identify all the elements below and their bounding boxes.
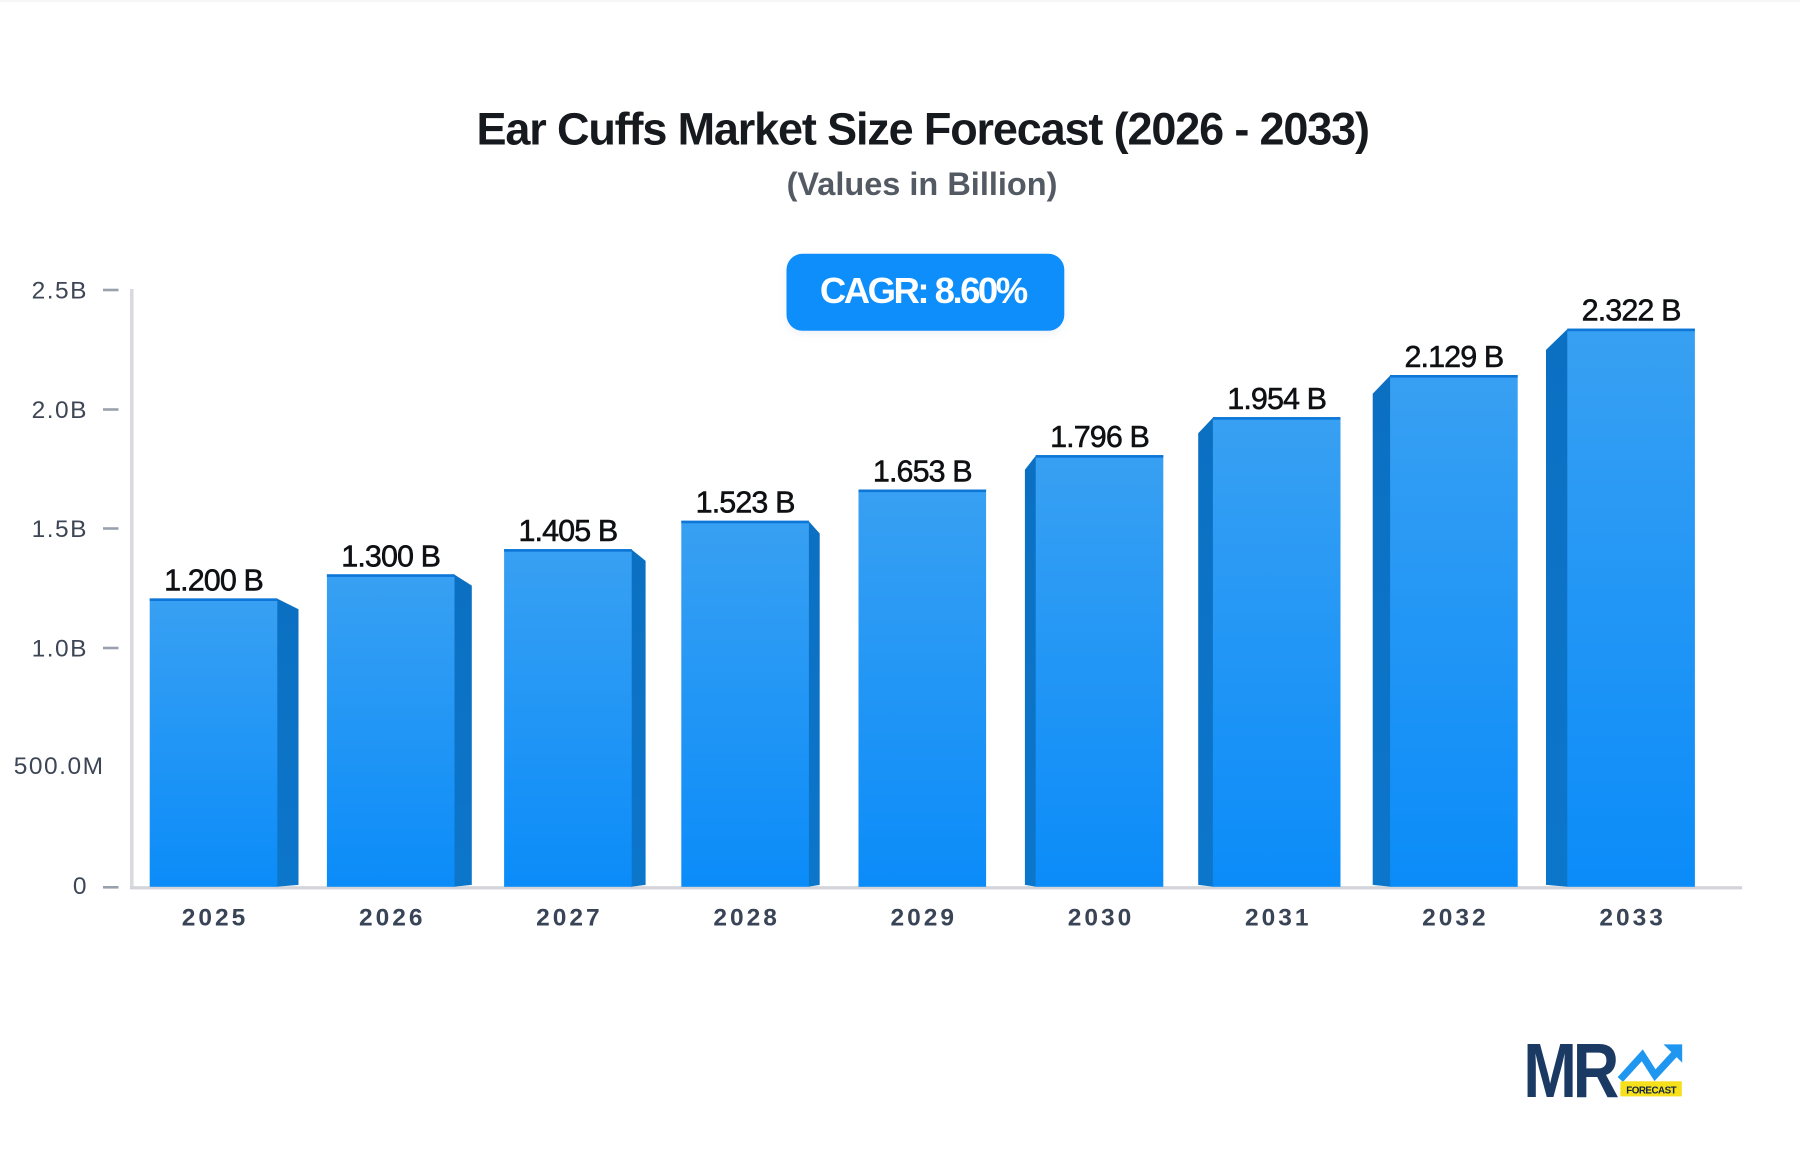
svg-text:1.954 B: 1.954 B xyxy=(1227,382,1326,416)
svg-text:CAGR: 8.60%: CAGR: 8.60% xyxy=(820,270,1028,311)
svg-text:1.405 B: 1.405 B xyxy=(518,514,617,548)
svg-text:1.523 B: 1.523 B xyxy=(696,486,795,520)
svg-text:2032: 2032 xyxy=(1422,905,1489,932)
svg-text:1.5B: 1.5B xyxy=(32,516,88,543)
svg-text:1.796 B: 1.796 B xyxy=(1050,420,1149,454)
svg-text:(Values in Billion): (Values in Billion) xyxy=(787,166,1058,202)
svg-text:2026: 2026 xyxy=(359,905,426,932)
svg-text:2033: 2033 xyxy=(1599,905,1666,932)
svg-text:1.200 B: 1.200 B xyxy=(164,563,263,597)
svg-text:2.0B: 2.0B xyxy=(32,397,88,424)
svg-text:2031: 2031 xyxy=(1245,905,1312,932)
svg-text:2025: 2025 xyxy=(182,905,249,932)
svg-text:2.5B: 2.5B xyxy=(32,277,88,304)
svg-text:2.322 B: 2.322 B xyxy=(1582,294,1681,328)
svg-text:2027: 2027 xyxy=(536,905,603,932)
svg-text:2.129 B: 2.129 B xyxy=(1404,340,1503,374)
svg-text:Ear Cuffs Market Size Forecast: Ear Cuffs Market Size Forecast (2026 - 2… xyxy=(477,104,1369,155)
svg-text:2029: 2029 xyxy=(891,905,958,932)
svg-text:1.653 B: 1.653 B xyxy=(873,455,972,489)
svg-text:MR: MR xyxy=(1523,1029,1618,1115)
svg-text:500.0M: 500.0M xyxy=(14,753,105,780)
svg-text:0: 0 xyxy=(73,873,88,900)
svg-text:2030: 2030 xyxy=(1068,905,1135,932)
svg-text:FORECAST: FORECAST xyxy=(1626,1086,1676,1097)
svg-text:1.300 B: 1.300 B xyxy=(341,539,440,573)
svg-text:1.0B: 1.0B xyxy=(32,635,88,662)
svg-text:2028: 2028 xyxy=(713,905,780,932)
